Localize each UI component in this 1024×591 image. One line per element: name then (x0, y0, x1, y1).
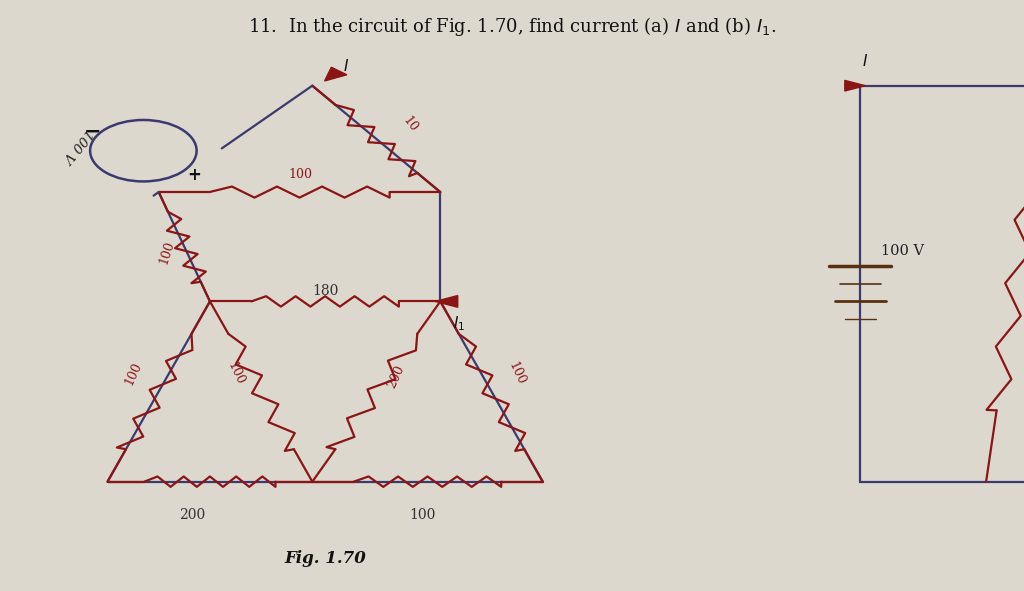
Text: 100: 100 (122, 360, 144, 387)
Text: 100: 100 (506, 360, 528, 387)
Text: $I$: $I$ (343, 58, 349, 74)
Text: Fig. 1.70: Fig. 1.70 (285, 550, 367, 567)
Text: +: + (187, 166, 202, 184)
Text: 100: 100 (224, 360, 247, 387)
Text: −: − (84, 122, 101, 142)
Text: 100: 100 (410, 508, 436, 522)
Polygon shape (845, 80, 865, 91)
Text: 100 V: 100 V (881, 244, 924, 258)
Text: 200: 200 (385, 363, 408, 391)
Text: 100: 100 (157, 239, 177, 266)
Text: $I$: $I$ (862, 53, 868, 69)
Text: 11.  In the circuit of Fig. 1.70, find current (a) $I$ and (b) $I_1$.: 11. In the circuit of Fig. 1.70, find cu… (248, 15, 776, 38)
Text: 100 V: 100 V (59, 126, 94, 164)
Text: 100: 100 (288, 168, 312, 181)
Text: 10: 10 (399, 114, 420, 134)
Polygon shape (435, 296, 458, 307)
Text: 200: 200 (179, 508, 206, 522)
Text: $I_1$: $I_1$ (453, 314, 465, 333)
Text: 180: 180 (312, 284, 339, 298)
Polygon shape (325, 67, 347, 81)
